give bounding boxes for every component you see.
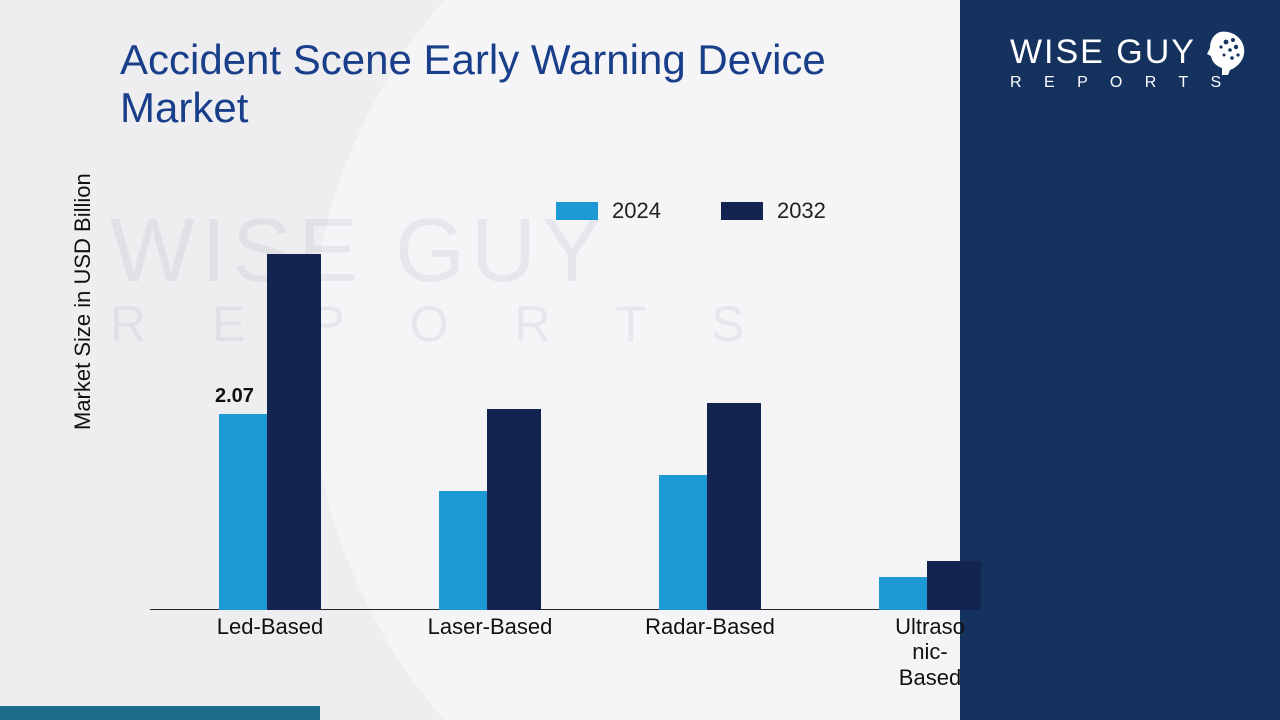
x-axis-label: Ultrasonic-Based xyxy=(850,614,1010,690)
legend-item-2024: 2024 xyxy=(556,198,661,224)
bar-2032 xyxy=(487,409,541,610)
y-axis-label: Market Size in USD Billion xyxy=(70,173,96,430)
value-label: 2.07 xyxy=(215,385,254,408)
x-axis-label: Laser-Based xyxy=(410,614,570,639)
legend-swatch-2024 xyxy=(556,202,598,220)
brand-line1: WISE GUY xyxy=(1010,33,1196,72)
plot-area: 2.07 xyxy=(150,230,980,610)
x-axis-label: Radar-Based xyxy=(630,614,790,639)
legend-swatch-2032 xyxy=(721,202,763,220)
bar-2032 xyxy=(927,561,981,610)
bar-2024 xyxy=(439,491,493,610)
bar-2032 xyxy=(707,403,761,610)
chart-area: Market Size in USD Billion 2.07 Led-Base… xyxy=(100,230,980,640)
brain-head-icon xyxy=(1202,28,1250,76)
legend: 2024 2032 xyxy=(556,198,826,224)
chart-title: Accident Scene Early Warning Device Mark… xyxy=(120,36,880,133)
bar-2032 xyxy=(267,254,321,610)
brand-logo: WISE GUY R E P O R T S xyxy=(1010,28,1250,92)
bar-2024 xyxy=(659,475,713,610)
bottom-strip xyxy=(0,706,320,720)
bar-group xyxy=(630,403,790,610)
right-band xyxy=(960,0,1280,720)
x-axis-label: Led-Based xyxy=(190,614,350,639)
bar-group xyxy=(850,561,1010,610)
brand-line2: R E P O R T S xyxy=(1010,74,1250,92)
legend-label-2024: 2024 xyxy=(612,198,661,224)
bar-group xyxy=(190,254,350,610)
legend-item-2032: 2032 xyxy=(721,198,826,224)
bar-2024 xyxy=(219,414,273,610)
chart-canvas: WISE GUY R E P O R T S WISE GUY R E P O … xyxy=(0,0,1280,720)
bar-2024 xyxy=(879,577,933,610)
bar-group xyxy=(410,409,570,610)
legend-label-2032: 2032 xyxy=(777,198,826,224)
